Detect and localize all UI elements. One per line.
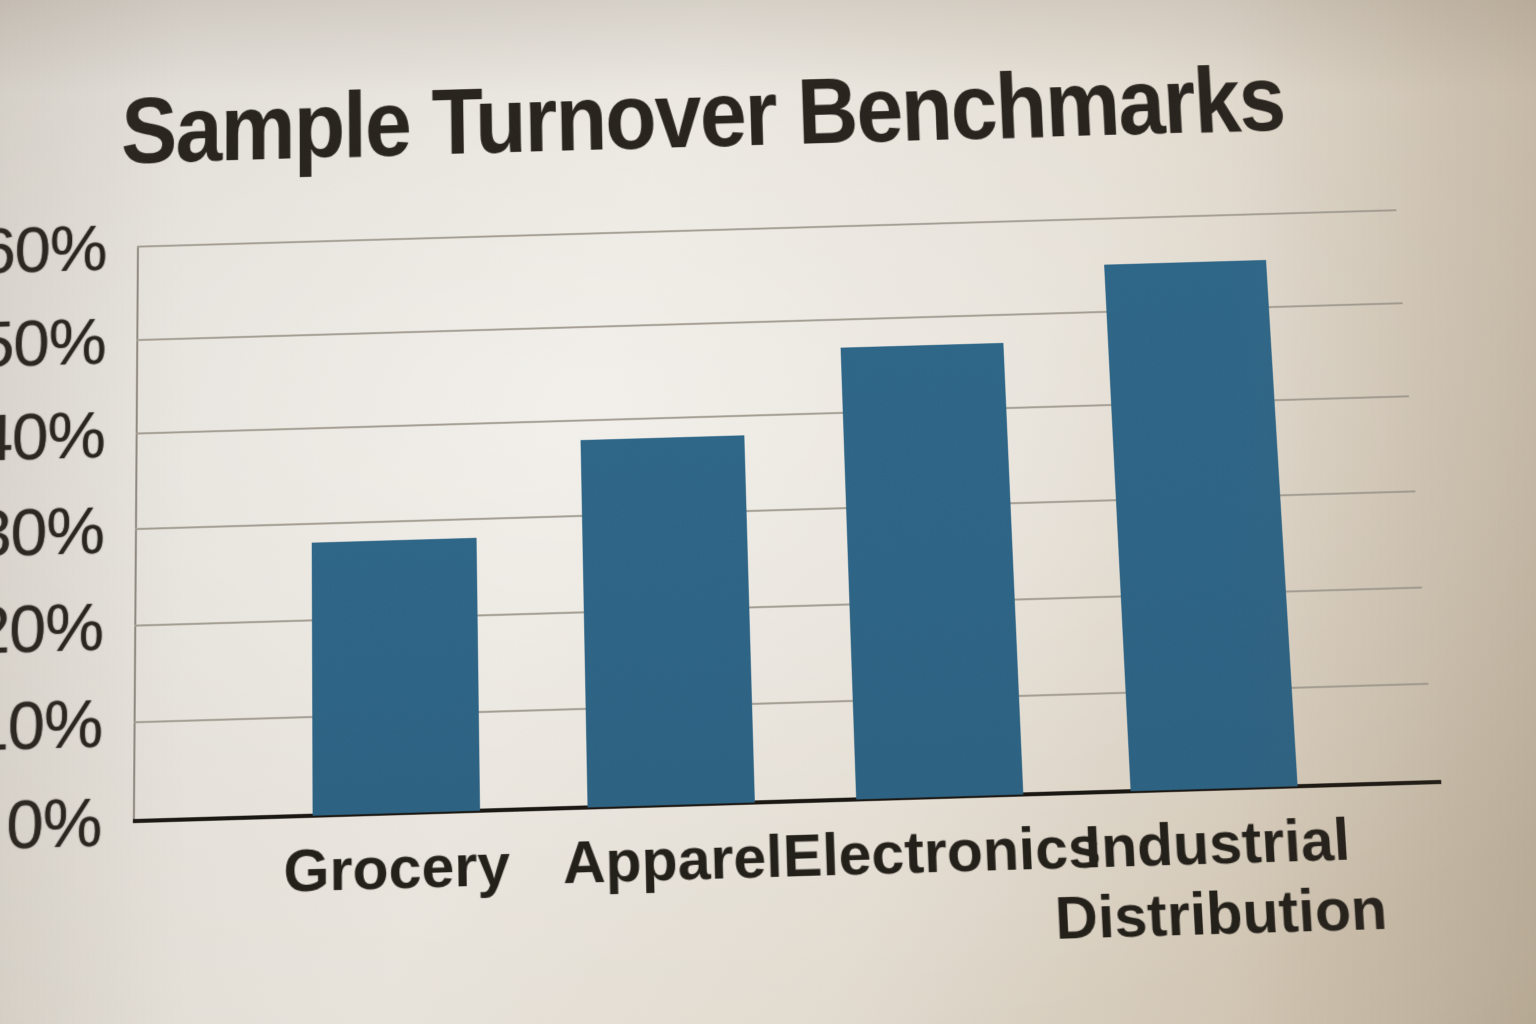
x-tick-label-industrial-distribution: Industrial Distribution	[1053, 806, 1390, 953]
y-tick-label-30: 30%	[0, 493, 105, 571]
y-axis-tick-labels: 0% 10% 20% 30% 40% 50% 60%	[0, 212, 107, 863]
y-tick-label-10: 10%	[0, 686, 103, 766]
bar-industrial-distribution	[1104, 260, 1298, 792]
y-tick-label-50: 50%	[0, 304, 107, 381]
plot-area	[132, 209, 1442, 824]
y-tick-label-0: 0%	[5, 784, 102, 863]
bar-apparel	[581, 435, 755, 808]
bar-electronics	[840, 342, 1023, 800]
bar-grocery	[312, 538, 480, 816]
y-axis-line	[132, 246, 139, 822]
x-axis-category-labels: Grocery Apparel Electronics Industrial Dist…	[131, 803, 1449, 1024]
y-tick-label-60: 60%	[0, 212, 107, 287]
chart-title: Sample Turnover Benchmarks	[120, 46, 1287, 184]
y-tick-label-20: 20%	[0, 589, 104, 668]
y-tick-label-40: 40%	[0, 398, 106, 475]
gridline-60	[136, 209, 1397, 248]
